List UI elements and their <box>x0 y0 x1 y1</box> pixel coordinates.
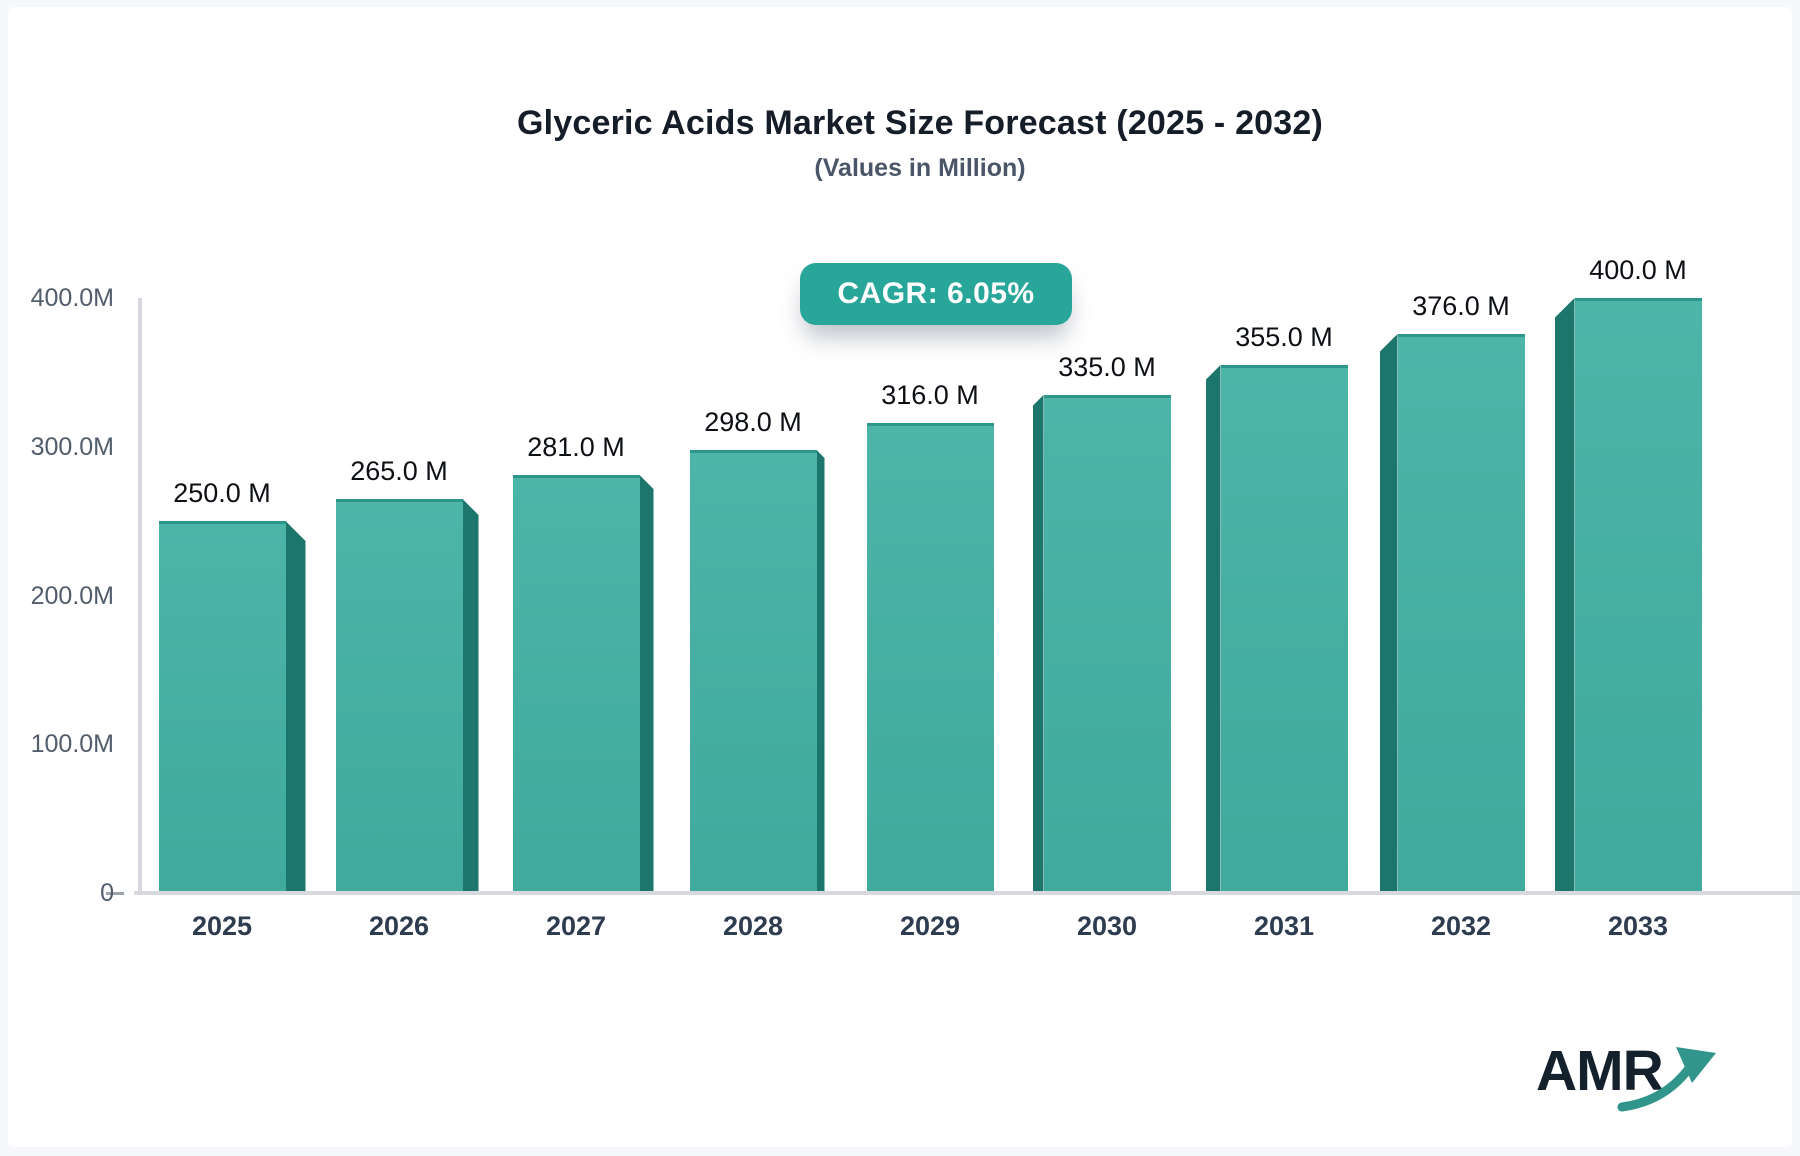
zero-tick-mark <box>106 892 124 895</box>
bar-2027 <box>512 475 640 893</box>
chart-header: Glyceric Acids Market Size Forecast (202… <box>48 101 1792 185</box>
bar-2025 <box>158 521 286 893</box>
chart-title: Glyceric Acids Market Size Forecast (202… <box>516 104 1324 142</box>
bar-2026 <box>335 499 463 893</box>
bar-2029 <box>866 423 994 893</box>
bar-value-label-2033: 400.0 M <box>1589 255 1687 285</box>
bar-side-2031 <box>1205 365 1221 891</box>
x-tick-label-2032: 2032 <box>1430 911 1492 941</box>
cagr-badge-label: CAGR: 6.05% <box>837 277 1035 310</box>
bar-chart: 400.0M 300.0M 200.0M 100.0M 0 250.0 M 2025 265.… <box>8 7 1800 1147</box>
bar-value-label-2025: 250.0 M <box>173 478 271 508</box>
bar-value-label-2027: 281.0 M <box>527 432 625 462</box>
bar-2028 <box>689 450 817 893</box>
bar-side-2026 <box>462 499 479 891</box>
chart-subtitle: (Values in Million) <box>814 154 1026 182</box>
chart-card: Glyceric Acids Market Size Forecast (202… <box>8 7 1800 1147</box>
y-tick-label-200: 200.0M <box>30 581 114 610</box>
bar-value-label-2026: 265.0 M <box>350 456 448 486</box>
bar-side-2033 <box>1554 298 1575 891</box>
bar-side-2028 <box>816 450 825 891</box>
bar-side-2027 <box>639 475 654 891</box>
bar-2031 <box>1220 365 1348 893</box>
bar-2030 <box>1043 395 1171 893</box>
bar-2032 <box>1397 334 1525 893</box>
x-tick-label-2033: 2033 <box>1607 911 1669 941</box>
y-tick-label-100: 100.0M <box>30 730 114 759</box>
x-tick-label-2028: 2028 <box>722 911 784 941</box>
y-tick-label-400: 400.0M <box>30 284 114 312</box>
x-tick-label-2027: 2027 <box>545 911 607 941</box>
bar-side-2025 <box>285 521 306 891</box>
bar-side-2032 <box>1379 334 1398 891</box>
bar-2033 <box>1574 298 1702 893</box>
bar-value-label-2029: 316.0 M <box>881 380 979 410</box>
bar-side-2030 <box>1032 395 1044 891</box>
x-tick-label-2030: 2030 <box>1076 911 1138 941</box>
y-axis-line <box>138 298 142 893</box>
x-tick-label-2026: 2026 <box>368 911 430 941</box>
y-tick-label-300: 300.0M <box>30 432 114 461</box>
bar-value-label-2028: 298.0 M <box>704 407 802 437</box>
amr-logo-text: AMR <box>1536 1039 1664 1103</box>
bar-value-label-2030: 335.0 M <box>1058 352 1156 382</box>
growth-arrow-icon <box>1617 1047 1716 1112</box>
y-tick-label-0: 0 <box>100 879 114 907</box>
cagr-badge: CAGR: 6.05% <box>800 263 1072 325</box>
bar-value-label-2031: 355.0 M <box>1235 322 1333 352</box>
x-tick-label-2031: 2031 <box>1253 911 1315 941</box>
x-tick-label-2025: 2025 <box>191 911 253 941</box>
amr-logo: AMR <box>1536 1041 1726 1131</box>
x-tick-label-2029: 2029 <box>899 911 961 941</box>
bar-value-label-2032: 376.0 M <box>1412 291 1510 321</box>
x-axis-line <box>134 891 1800 895</box>
